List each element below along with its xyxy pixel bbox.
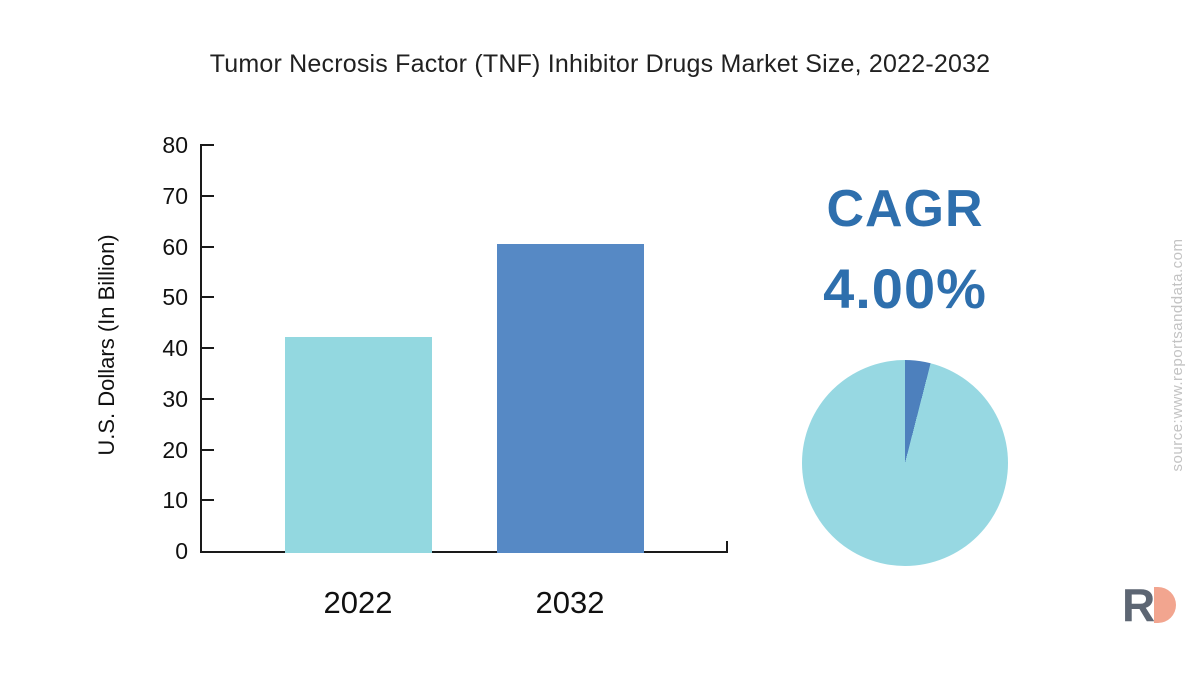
y-tick-50	[202, 296, 214, 299]
y-tick-label-30: 30	[162, 385, 188, 412]
x-axis-end-tick	[726, 541, 728, 551]
bar-2032	[497, 243, 644, 553]
y-tick-label-10: 10	[162, 487, 188, 514]
y-tick-label-70: 70	[162, 182, 188, 209]
y-tick-10	[202, 499, 214, 502]
reportsanddata-logo: R	[1122, 579, 1177, 631]
y-tick-60	[202, 245, 214, 248]
cagr-pie-chart	[802, 360, 1008, 566]
y-tick-80	[202, 144, 214, 146]
y-tick-label-50: 50	[162, 284, 188, 311]
y-tick-20	[202, 448, 214, 451]
chart-title: Tumor Necrosis Factor (TNF) Inhibitor Dr…	[209, 50, 991, 78]
bar-2022	[285, 336, 432, 553]
y-tick-70	[202, 194, 214, 197]
y-tick-label-0: 0	[175, 538, 188, 564]
y-axis-label: U.S. Dollars (In Billion)	[94, 234, 119, 456]
y-tick-label-80: 80	[162, 132, 188, 158]
x-axis-spine	[200, 551, 728, 553]
y-tick-label-60: 60	[162, 233, 188, 260]
cagr-value: 4.00%	[823, 257, 987, 320]
logo-d-icon	[1154, 587, 1177, 623]
y-tick-label-40: 40	[162, 335, 188, 361]
x-category-2022: 2022	[323, 585, 393, 620]
cagr-annotation: CAGR 4.00%	[775, 183, 1035, 317]
x-category-2032: 2032	[535, 585, 605, 620]
y-tick-40	[202, 347, 214, 349]
cagr-label: CAGR	[826, 180, 984, 238]
y-tick-label-20: 20	[162, 436, 188, 463]
logo-letter-r: R	[1122, 579, 1155, 631]
source-attribution: source:www.reportsanddata.com	[1169, 238, 1186, 472]
y-axis-spine	[200, 144, 202, 553]
y-tick-30	[202, 397, 214, 400]
